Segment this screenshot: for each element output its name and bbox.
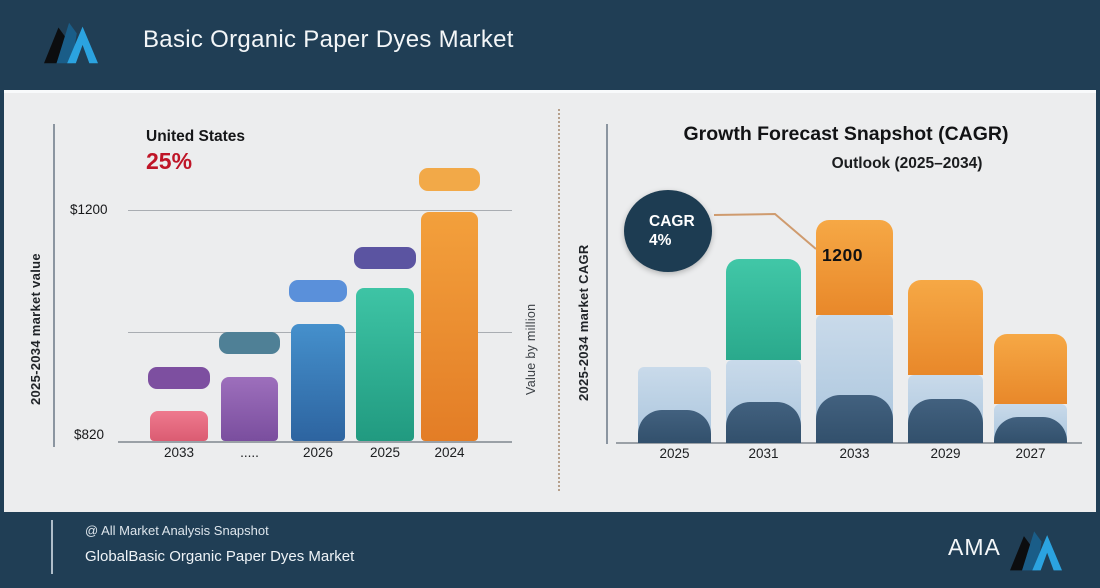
us-chart-gridline-1200	[128, 210, 512, 211]
us-bar-cap-2024	[419, 168, 480, 192]
cagr-bar-2029-top	[908, 280, 983, 375]
us-bar-cap-2026	[289, 279, 347, 302]
cagr-bar-2033-base	[816, 395, 893, 443]
cagr-chart-subtitle: Outlook (2025–2034)	[831, 155, 983, 172]
cagr-bar-2029-base	[908, 399, 983, 443]
us-bar-cap-2025	[354, 247, 416, 269]
us-bar-2025	[356, 287, 414, 441]
cagr-bar-2025-base	[638, 409, 711, 443]
cagr-bar-label-2031: 2031	[748, 446, 779, 461]
us-bar-label-2026: 2026	[302, 445, 334, 460]
cagr-chart-title: Growth Forecast Snapshot (CAGR)	[683, 123, 1009, 145]
cagr-badge-label: CAGR	[649, 213, 695, 230]
ama-logo-footer-icon	[1010, 531, 1062, 571]
header-bar: Basic Organic Paper Dyes Market	[0, 0, 1100, 90]
cagr-bar-2031-base	[726, 402, 801, 443]
us-bar-2033	[150, 411, 208, 441]
infographic-panel: United States 25% 2025-2034 market value…	[4, 90, 1096, 512]
us-chart-region-label: United States	[146, 128, 246, 145]
cagr-bar-label-2029: 2029	[930, 446, 961, 461]
cagr-bar-2027-base	[994, 416, 1067, 443]
cagr-bar-2027-top	[994, 334, 1067, 405]
cagr-badge: CAGR 4%	[624, 190, 712, 272]
us-bar-.....	[221, 377, 278, 441]
page-title: Basic Organic Paper Dyes Market	[143, 26, 514, 53]
us-bar-label-2033: 2033	[163, 445, 195, 460]
panel-divider	[558, 109, 560, 491]
cagr-bar-label-2027: 2027	[1015, 446, 1046, 461]
us-bar-cap-.....	[219, 332, 280, 355]
us-chart-y-axis-label: 2025-2034 market value	[28, 253, 43, 405]
us-chart-growth-value: 25%	[146, 148, 193, 174]
footer-snapshot-text: @ All Market Analysis Snapshot	[85, 523, 269, 538]
us-chart-x-axis-line	[118, 441, 512, 443]
us-chart-ytick-820: $820	[74, 427, 105, 442]
cagr-chart-y-axis-line	[606, 124, 608, 444]
cagr-chart-y-axis-label: 2025-2034 market CAGR	[576, 244, 591, 401]
ama-logo-icon	[44, 22, 98, 64]
us-chart-ytick-1200: $1200	[70, 202, 108, 217]
cagr-bar-label-2025: 2025	[659, 446, 690, 461]
cagr-bar-label-2033: 2033	[839, 446, 870, 461]
us-bar-2024	[421, 211, 478, 441]
footer-market-text: GlobalBasic Organic Paper Dyes Market	[85, 548, 355, 565]
cagr-bar-2031-top	[726, 259, 801, 361]
footer-bar: @ All Market Analysis Snapshot GlobalBas…	[0, 512, 1100, 588]
cagr-bar-2033-top	[816, 220, 893, 316]
us-bar-cap-2033	[148, 367, 210, 390]
us-bar-label-2025: 2025	[369, 445, 401, 460]
us-chart-y-axis-line	[53, 124, 55, 447]
footer-brand-text: AMA	[948, 534, 1001, 560]
us-bar-label-.....: .....	[240, 445, 259, 460]
cagr-annotation-1200: 1200	[822, 245, 863, 265]
cagr-badge-value: 4%	[649, 232, 672, 249]
footer-divider-line	[51, 520, 53, 574]
us-chart-right-axis-label: Value by million	[524, 303, 538, 395]
us-bar-label-2024: 2024	[434, 445, 465, 460]
us-bar-2026	[291, 324, 345, 441]
